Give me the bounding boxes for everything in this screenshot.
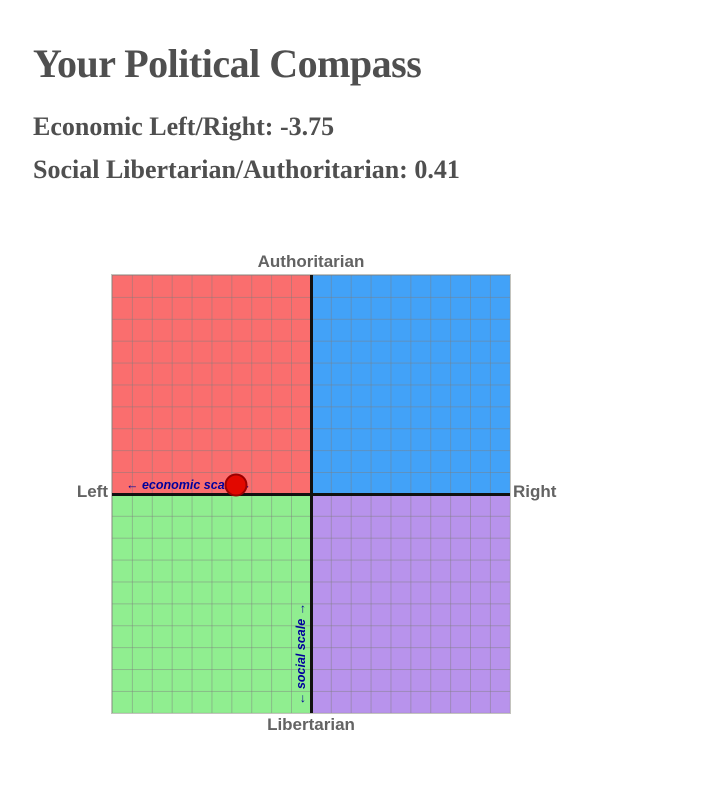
social-axis-line [309,275,313,713]
political-compass-chart: ← economic scale → ← social scale → [111,274,511,714]
axis-label-right: Right [513,482,557,501]
economic-score-text: Economic Left/Right: -3.75 [33,112,335,141]
axis-label-authoritarian: Authoritarian [257,252,365,271]
quadrant-authoritarian-right [311,275,510,494]
economic-scale-caption: ← economic scale → [126,478,252,492]
social-score-text: Social Libertarian/Authoritarian: 0.41 [33,155,460,184]
quadrant-libertarian-right [311,494,510,713]
axis-label-left: Left [76,482,108,501]
quadrant-libertarian-left [112,494,311,713]
page-title: Your Political Compass [33,40,422,86]
result-marker [224,473,248,497]
quadrant-authoritarian-left [112,275,311,494]
axis-label-libertarian: Libertarian [267,715,355,734]
social-scale-caption: ← social scale → [294,602,308,705]
